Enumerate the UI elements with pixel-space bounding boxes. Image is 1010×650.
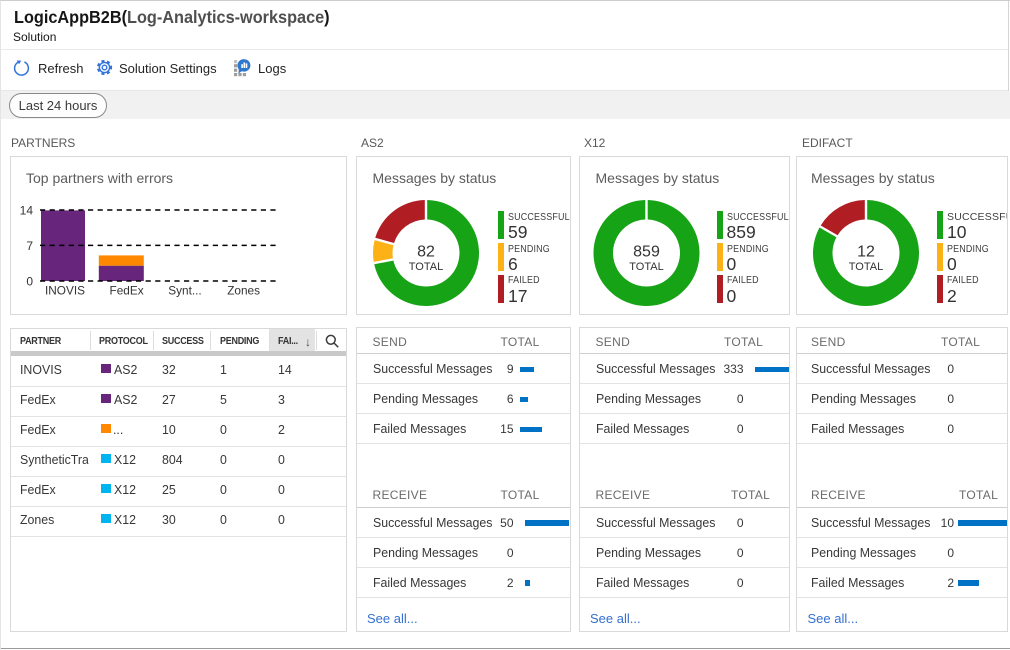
svg-text:0: 0 [26, 275, 33, 289]
svg-text:INOVIS: INOVIS [45, 284, 85, 298]
svg-text:TOTAL: TOTAL [629, 261, 663, 273]
svg-text:12: 12 [857, 244, 875, 261]
svg-text:TOTAL: TOTAL [408, 261, 442, 273]
svg-text:TOTAL: TOTAL [849, 261, 883, 273]
svg-text:FedEx: FedEx [110, 284, 144, 298]
svg-text:Zones: Zones [227, 284, 260, 298]
svg-text:82: 82 [417, 244, 435, 261]
svg-text:Synt...: Synt... [168, 284, 201, 298]
svg-text:14: 14 [20, 204, 34, 218]
svg-text:859: 859 [633, 244, 660, 261]
svg-text:7: 7 [26, 239, 33, 253]
